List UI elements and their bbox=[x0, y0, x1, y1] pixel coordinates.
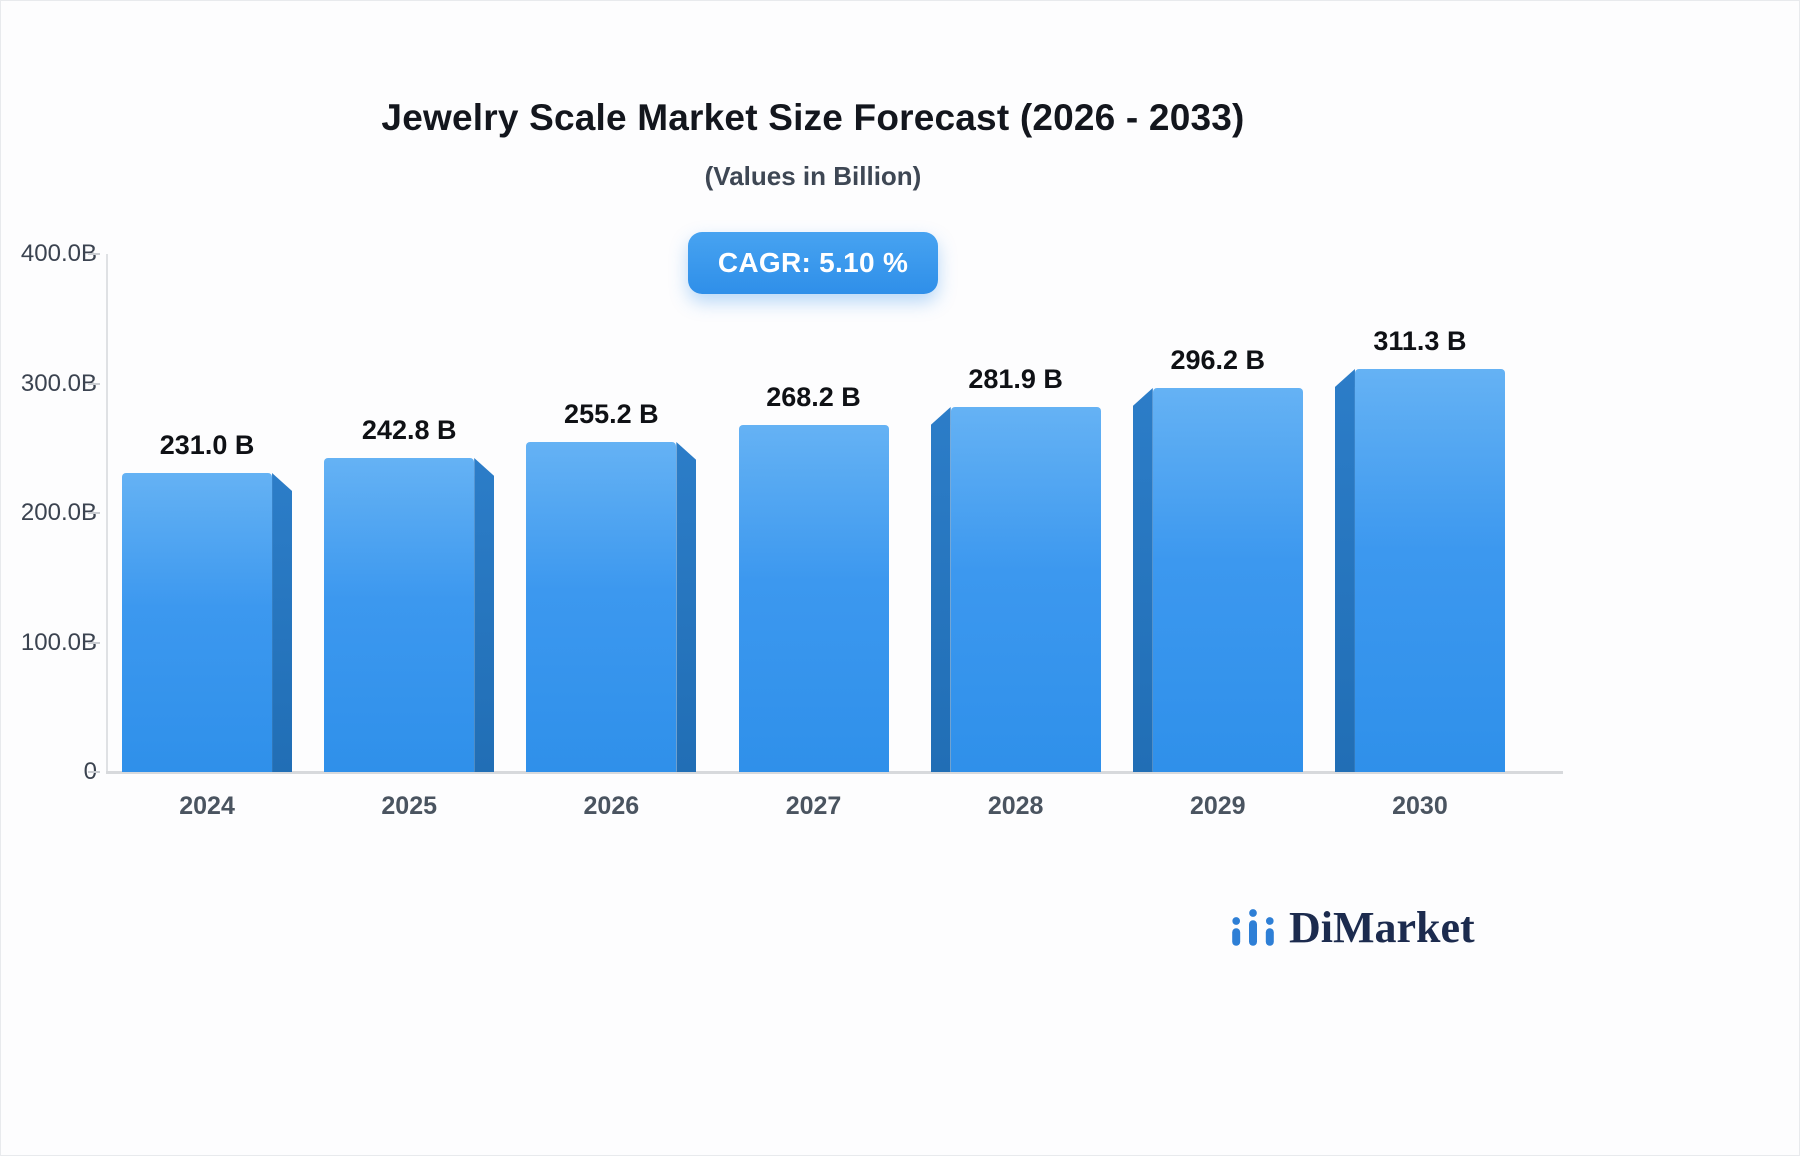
bar bbox=[1354, 369, 1505, 772]
bar-3d-side bbox=[930, 407, 951, 772]
cagr-badge: CAGR: 5.10 % bbox=[687, 232, 939, 294]
y-tick-mark bbox=[88, 771, 100, 773]
chart-subtitle: (Values in Billion) bbox=[704, 161, 922, 191]
y-tick-label: 300.0B bbox=[20, 369, 97, 397]
bar-value-label: 296.2 B bbox=[1170, 345, 1266, 375]
bar-group: 296.2 B bbox=[1132, 345, 1303, 772]
bar-value-label: 242.8 B bbox=[361, 415, 457, 445]
bar-3d-side bbox=[676, 442, 697, 772]
bar-value-label: 231.0 B bbox=[159, 430, 255, 460]
brand-logo: DiMarket bbox=[1229, 901, 1475, 954]
y-tick-label: 400.0B bbox=[20, 240, 97, 267]
y-tick-label: 100.0B bbox=[20, 628, 97, 656]
x-axis-label: 2029 bbox=[1189, 792, 1246, 820]
x-axis-label: 2028 bbox=[987, 792, 1044, 820]
x-axis-line bbox=[106, 771, 1564, 774]
y-tick-mark bbox=[88, 253, 100, 255]
bar-group: 281.9 B bbox=[930, 364, 1101, 772]
x-axis-label: 2027 bbox=[785, 792, 842, 820]
y-tick-label: 200.0B bbox=[20, 499, 97, 526]
bar-value-label: 281.9 B bbox=[968, 364, 1063, 394]
bar-group: 242.8 B bbox=[324, 415, 495, 772]
y-tick-mark bbox=[88, 512, 100, 514]
bar-3d-side bbox=[474, 458, 495, 772]
chart-title: Jewelry Scale Market Size Forecast (2026… bbox=[381, 97, 1245, 138]
bar-group: 231.0 B bbox=[122, 430, 293, 772]
bar-3d-side bbox=[1334, 369, 1355, 772]
x-axis-label: 2026 bbox=[583, 792, 640, 820]
chart-header: Jewelry Scale Market Size Forecast (2026… bbox=[1, 1, 1625, 294]
bar-group: 311.3 B bbox=[1334, 326, 1505, 772]
bar-3d-side bbox=[1132, 388, 1153, 772]
x-axis-label: 2025 bbox=[381, 792, 438, 820]
bar-chart-icon bbox=[1229, 901, 1277, 954]
bar-group: 268.2 B bbox=[729, 382, 899, 772]
bar bbox=[950, 407, 1101, 772]
y-axis-line bbox=[106, 254, 108, 772]
y-tick-mark bbox=[88, 641, 100, 644]
bar-value-label: 268.2 B bbox=[766, 382, 861, 412]
plot-area: 231.0 B 242.8 B 255.2 B 268.2 B 281.9 B 296.2… bbox=[88, 253, 1564, 774]
brand-name: DiMarket bbox=[1289, 903, 1475, 952]
bar bbox=[526, 442, 677, 772]
x-axis-label: 2030 bbox=[1392, 792, 1448, 820]
bar-3d-side bbox=[272, 473, 293, 772]
x-axis-label: 2024 bbox=[179, 792, 235, 820]
bar bbox=[324, 458, 475, 772]
bar bbox=[1152, 388, 1303, 772]
bar-value-label: 311.3 B bbox=[1373, 326, 1467, 356]
y-axis-labels: 400.0B 300.0B 200.0B 100.0B 0 bbox=[9, 1, 97, 1155]
bar bbox=[122, 473, 273, 772]
y-tick-mark bbox=[88, 382, 100, 385]
bar-group: 255.2 B bbox=[526, 399, 697, 772]
bar-value-label: 255.2 B bbox=[564, 399, 659, 429]
bar bbox=[738, 425, 889, 772]
